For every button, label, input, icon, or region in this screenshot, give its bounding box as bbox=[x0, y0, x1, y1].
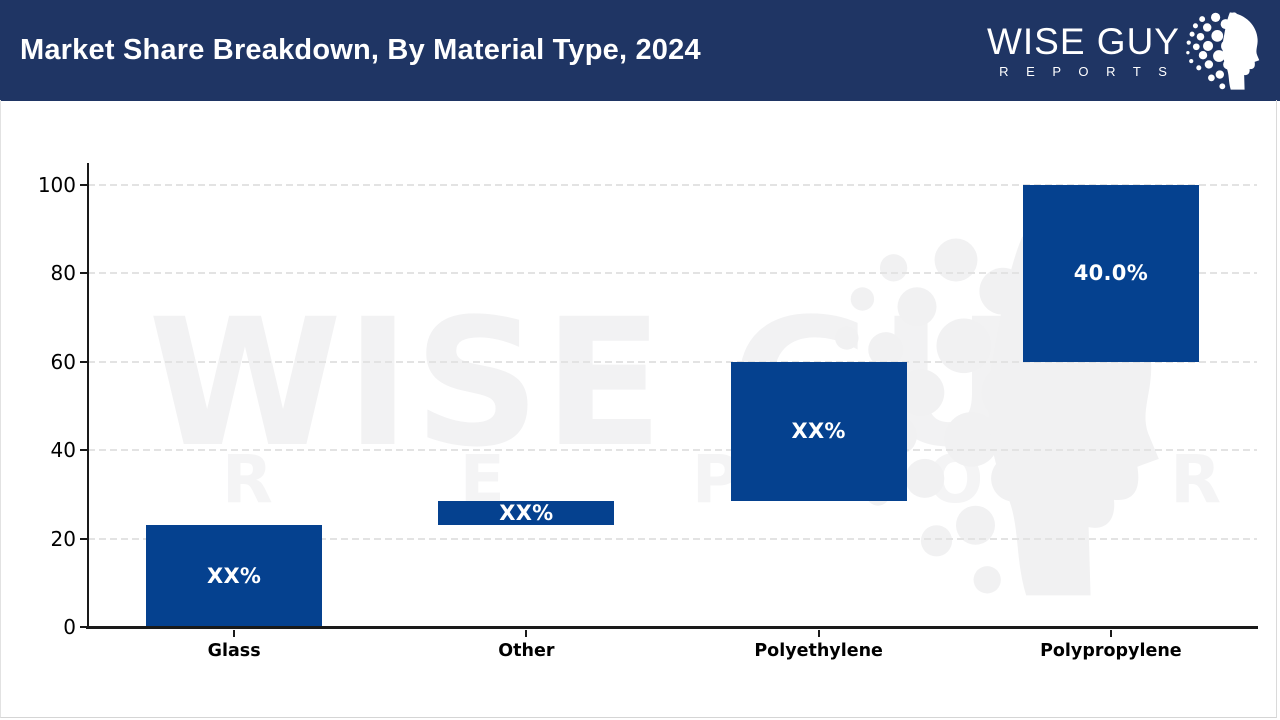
wiseguy-head-icon bbox=[1186, 11, 1260, 90]
gridline-y-100 bbox=[88, 184, 1257, 186]
header-bar: Market Share Breakdown, By Material Type… bbox=[0, 0, 1280, 101]
plot-area: WISE GUY R E P O R T 020406080100XX%Glas… bbox=[0, 101, 1280, 720]
y-tick-mark bbox=[80, 537, 87, 540]
y-axis-line bbox=[87, 163, 89, 629]
y-tick-label: 80 bbox=[50, 261, 76, 286]
y-tick-label: 0 bbox=[63, 615, 76, 639]
y-tick-mark bbox=[80, 184, 87, 186]
gridline-y-40 bbox=[88, 449, 1257, 452]
x-tick-mark bbox=[817, 630, 820, 637]
y-tick-label: 100 bbox=[37, 173, 76, 197]
gridline-y-20 bbox=[88, 537, 1257, 540]
x-category-label: Polyethylene bbox=[754, 641, 883, 661]
bar-segment-polypropylene bbox=[1022, 185, 1199, 362]
y-tick-mark bbox=[80, 626, 87, 628]
bar-value-label: XX% bbox=[499, 501, 554, 526]
y-tick-mark bbox=[80, 272, 87, 275]
x-axis-line bbox=[86, 626, 1258, 629]
y-tick-mark bbox=[80, 360, 87, 363]
x-category-label: Other bbox=[498, 641, 555, 661]
bar-value-label: 40.0% bbox=[1073, 261, 1149, 286]
gridline-y-80 bbox=[88, 272, 1257, 275]
y-tick-label: 20 bbox=[50, 526, 76, 551]
x-tick-mark bbox=[1109, 630, 1112, 637]
x-tick-mark bbox=[233, 630, 236, 637]
bar-value-label: XX% bbox=[791, 419, 846, 444]
bar-segment-other bbox=[438, 501, 615, 526]
y-tick-label: 60 bbox=[50, 349, 76, 374]
x-tick-mark bbox=[525, 630, 528, 637]
x-category-label: Polypropylene bbox=[1040, 641, 1182, 661]
bar-value-label: XX% bbox=[206, 564, 262, 589]
bar-segment-glass bbox=[146, 525, 323, 627]
logo-wordmark-main: WISE GUY bbox=[986, 20, 1180, 62]
wiseguy-logo: WISE GUY R E P O R T S bbox=[987, 7, 1266, 95]
logo-wordmark-sub: R E P O R T S bbox=[999, 63, 1174, 79]
logo-wordmark: WISE GUY R E P O R T S bbox=[987, 23, 1180, 79]
y-tick-mark bbox=[80, 449, 87, 452]
page-title: Market Share Breakdown, By Material Type… bbox=[20, 34, 701, 66]
x-category-label: Glass bbox=[207, 641, 261, 661]
bar-segment-polyethylene bbox=[730, 361, 907, 502]
y-tick-label: 40 bbox=[50, 438, 76, 463]
gridline-y-60 bbox=[88, 360, 1257, 363]
